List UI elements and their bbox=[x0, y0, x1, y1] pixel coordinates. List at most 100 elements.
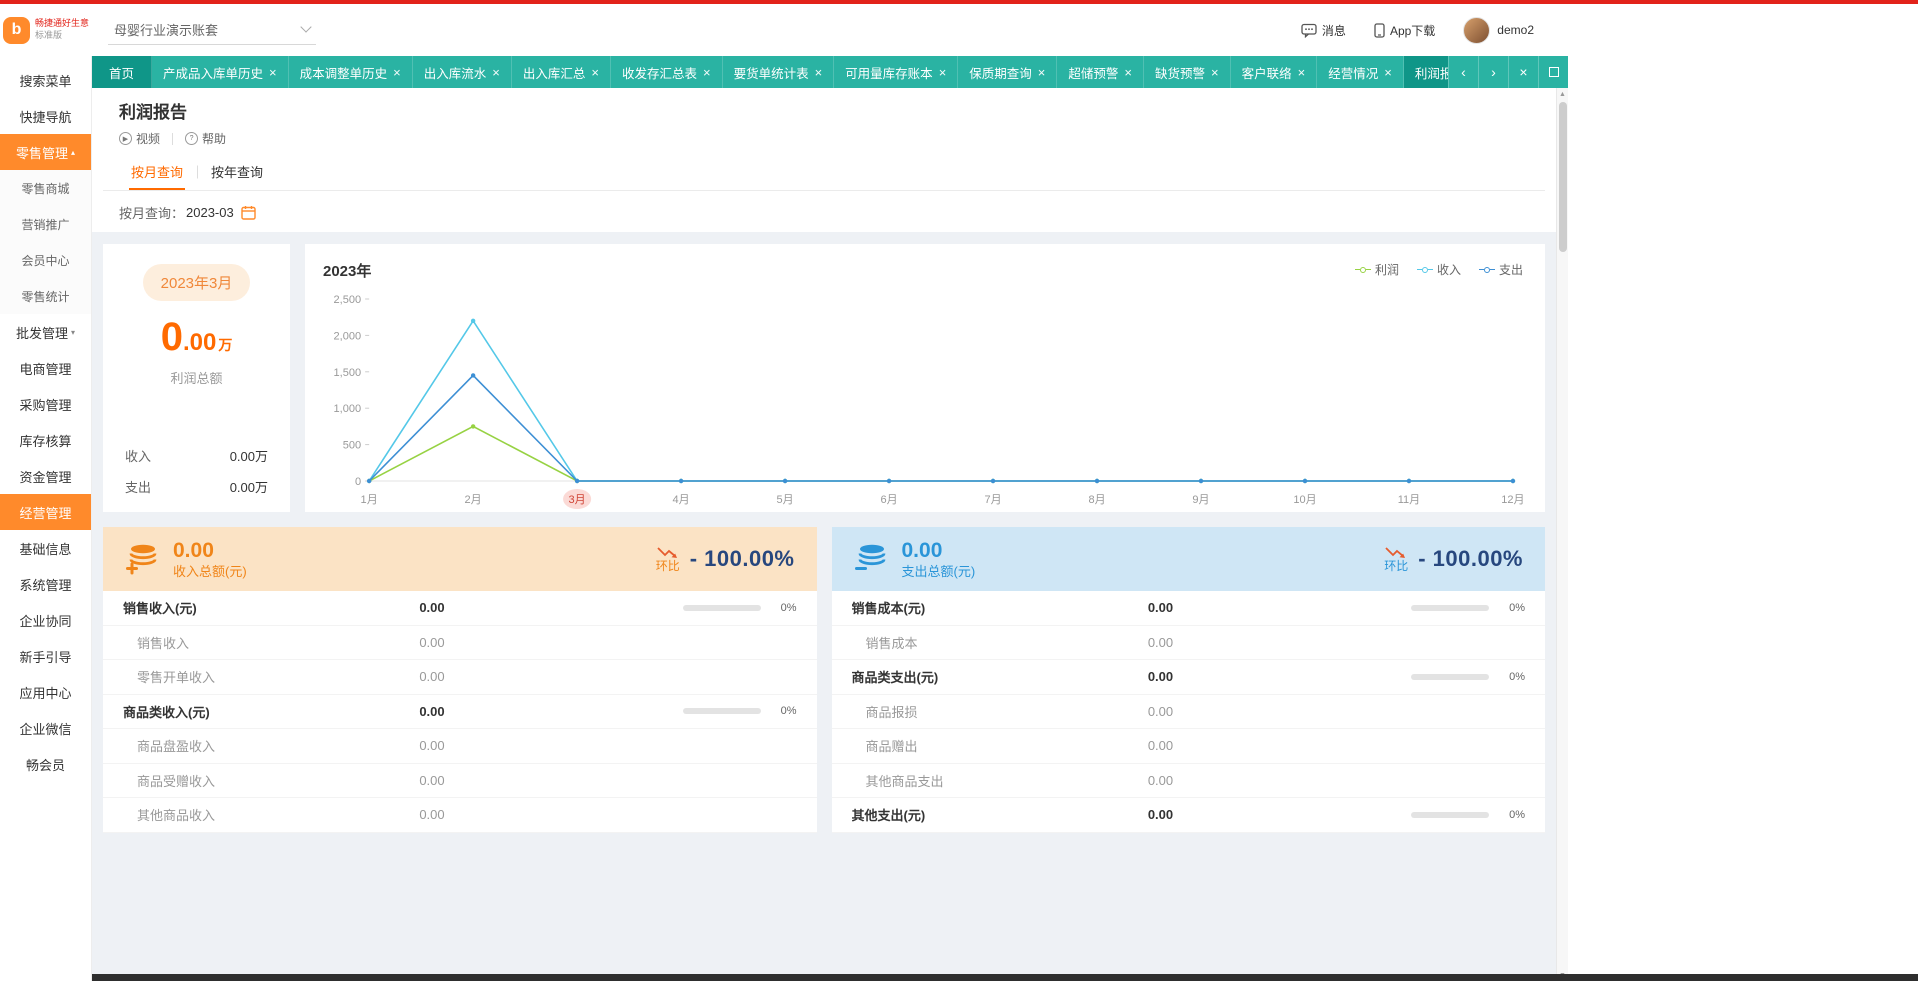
summary-row-label: 收入 bbox=[125, 449, 152, 464]
tab[interactable]: 产成品入库单历史 × bbox=[152, 56, 289, 88]
sidebar-item[interactable]: 电商管理 bbox=[0, 350, 91, 386]
row-label: 其他支出(元) bbox=[851, 808, 926, 824]
scroll-up-arrow-icon[interactable]: ▲ bbox=[1559, 90, 1566, 98]
scrollbar-thumb[interactable] bbox=[1559, 102, 1567, 252]
tab[interactable]: 保质期查询 × bbox=[958, 56, 1058, 88]
sidebar-item[interactable]: 零售管理 bbox=[0, 134, 91, 170]
summary-row-value: 0.00万 bbox=[229, 480, 268, 495]
close-icon[interactable]: × bbox=[269, 64, 277, 80]
sidebar-item[interactable]: 经营管理 bbox=[0, 494, 91, 530]
close-icon[interactable]: × bbox=[938, 64, 947, 80]
tab-label: 经营情况 bbox=[1328, 66, 1379, 81]
tab-close-all-button[interactable]: × bbox=[1508, 56, 1538, 88]
tab-scroll-right-button[interactable]: › bbox=[1478, 56, 1508, 88]
messages-button[interactable]: 消息 bbox=[1301, 22, 1346, 39]
user-menu[interactable]: demo2 bbox=[1463, 16, 1534, 44]
query-tab[interactable]: 按年查询 bbox=[197, 154, 277, 190]
table-row[interactable]: 销售收入 0.00 bbox=[103, 626, 817, 660]
sidebar-item[interactable]: 应用中心 bbox=[0, 674, 91, 710]
sidebar-item[interactable]: 零售商城 bbox=[0, 170, 91, 206]
query-tab-label: 按月查询 bbox=[131, 165, 184, 180]
help-button[interactable]: ? 帮助 bbox=[185, 130, 226, 147]
legend-label: 支出 bbox=[1498, 263, 1523, 277]
tab[interactable]: 出入库汇总 × bbox=[512, 56, 611, 88]
tab[interactable]: 可用量库存账本 × bbox=[834, 56, 959, 88]
sidebar-item[interactable]: 采购管理 bbox=[0, 386, 91, 422]
table-row[interactable]: 商品受赠收入 0.00 bbox=[103, 764, 817, 798]
sidebar-item[interactable]: 资金管理 bbox=[0, 458, 91, 494]
top-red-strip bbox=[0, 0, 1918, 4]
tab[interactable]: 经营情况 × bbox=[1317, 56, 1404, 88]
query-tab[interactable]: 按月查询 bbox=[117, 154, 197, 190]
tab[interactable]: 出入库流水 × bbox=[413, 56, 512, 88]
sidebar-item[interactable]: 搜索菜单 bbox=[0, 62, 91, 98]
close-icon[interactable]: × bbox=[814, 64, 823, 80]
month-picker-value[interactable]: 2023-03 bbox=[186, 204, 234, 220]
fullscreen-icon bbox=[1548, 67, 1559, 77]
table-row[interactable]: 销售收入(元) 0.00 0% bbox=[103, 591, 817, 626]
tab[interactable]: 收发存汇总表 × bbox=[611, 56, 723, 88]
legend-item[interactable]: 收入 bbox=[1416, 261, 1461, 278]
sidebar-item-label: 经营管理 bbox=[19, 505, 72, 521]
logo[interactable]: b 畅捷通好生意 标准版 bbox=[0, 4, 92, 56]
expense-total-label: 支出总额(元) bbox=[901, 564, 976, 580]
account-select[interactable]: 母婴行业演示账套 bbox=[108, 15, 316, 45]
tab[interactable]: 利润报告 × bbox=[1403, 56, 1448, 88]
horizontal-scrollbar[interactable] bbox=[92, 974, 1918, 981]
tab-home[interactable]: 首页 bbox=[92, 56, 153, 88]
table-row[interactable]: 商品类支出(元) 0.00 0% bbox=[831, 660, 1545, 695]
close-icon[interactable]: × bbox=[492, 64, 500, 80]
svg-text:6月: 6月 bbox=[880, 494, 897, 506]
tab[interactable]: 要货单统计表 × bbox=[723, 56, 835, 88]
app-download-button[interactable]: App下载 bbox=[1374, 22, 1435, 39]
table-row[interactable]: 销售成本(元) 0.00 0% bbox=[831, 591, 1545, 626]
tab[interactable]: 成本调整单历史 × bbox=[289, 56, 413, 88]
video-button[interactable]: ▶ 视频 bbox=[119, 130, 160, 147]
tab-scroll-left-button[interactable]: ‹ bbox=[1448, 56, 1478, 88]
summary-row: 收入 0.00万 bbox=[125, 440, 268, 471]
sidebar-item[interactable]: 畅会员 bbox=[0, 746, 91, 782]
close-icon[interactable]: × bbox=[1037, 64, 1046, 80]
close-icon[interactable]: × bbox=[1211, 64, 1219, 80]
table-row[interactable]: 商品类收入(元) 0.00 0% bbox=[103, 695, 817, 729]
legend-item[interactable]: 支出 bbox=[1478, 261, 1523, 278]
tabs-list: 产成品入库单历史 × 成本调整单历史 × 出入库流水 × 出入库汇总 bbox=[152, 56, 1448, 88]
calendar-button[interactable] bbox=[241, 205, 256, 220]
table-row[interactable]: 其他商品支出 0.00 bbox=[831, 764, 1545, 798]
sidebar-item[interactable]: 基础信息 bbox=[0, 530, 91, 566]
tab[interactable]: 超储预警 × bbox=[1057, 56, 1144, 88]
sidebar-item[interactable]: 快捷导航 bbox=[0, 98, 91, 134]
sidebar-item[interactable]: 营销推广 bbox=[0, 206, 91, 242]
sidebar-item[interactable]: 库存核算 bbox=[0, 422, 91, 458]
close-icon[interactable]: × bbox=[1384, 64, 1392, 80]
vertical-scrollbar[interactable]: ▲ ▼ bbox=[1556, 88, 1568, 981]
legend-item[interactable]: 利润 bbox=[1354, 261, 1399, 278]
sidebar-item[interactable]: 系统管理 bbox=[0, 566, 91, 602]
tab[interactable]: 缺货预警 × bbox=[1144, 56, 1231, 88]
sidebar-item[interactable]: 企业协同 bbox=[0, 602, 91, 638]
table-row[interactable]: 其他商品收入 0.00 bbox=[103, 798, 817, 833]
table-row[interactable]: 其他支出(元) 0.00 0% bbox=[831, 798, 1545, 833]
sidebar-item[interactable]: 企业微信 bbox=[0, 710, 91, 746]
close-icon[interactable]: × bbox=[1124, 64, 1132, 80]
sidebar-item[interactable]: 批发管理 bbox=[0, 314, 91, 350]
avatar bbox=[1463, 16, 1491, 44]
close-icon[interactable]: × bbox=[1297, 64, 1306, 80]
amount-integer: 0 bbox=[160, 315, 183, 359]
table-row[interactable]: 商品赠出 0.00 bbox=[831, 729, 1545, 764]
table-row[interactable]: 商品报损 0.00 bbox=[831, 695, 1545, 729]
close-icon[interactable]: × bbox=[702, 64, 711, 80]
table-row[interactable]: 销售成本 0.00 bbox=[831, 626, 1545, 660]
close-icon[interactable]: × bbox=[393, 64, 401, 80]
sidebar-item[interactable]: 零售统计 bbox=[0, 278, 91, 314]
expense-ratio-value: - 100.00% bbox=[1418, 546, 1523, 571]
row-label: 商品赠出 bbox=[865, 739, 918, 755]
table-row[interactable]: 零售开单收入 0.00 bbox=[103, 660, 817, 695]
fullscreen-button[interactable] bbox=[1538, 56, 1568, 88]
sidebar-item[interactable]: 新手引导 bbox=[0, 638, 91, 674]
table-row[interactable]: 商品盘盈收入 0.00 bbox=[103, 729, 817, 764]
tab-label: 超储预警 bbox=[1068, 66, 1119, 81]
sidebar-item[interactable]: 会员中心 bbox=[0, 242, 91, 278]
tab[interactable]: 客户联络 × bbox=[1231, 56, 1318, 88]
close-icon[interactable]: × bbox=[591, 64, 599, 80]
